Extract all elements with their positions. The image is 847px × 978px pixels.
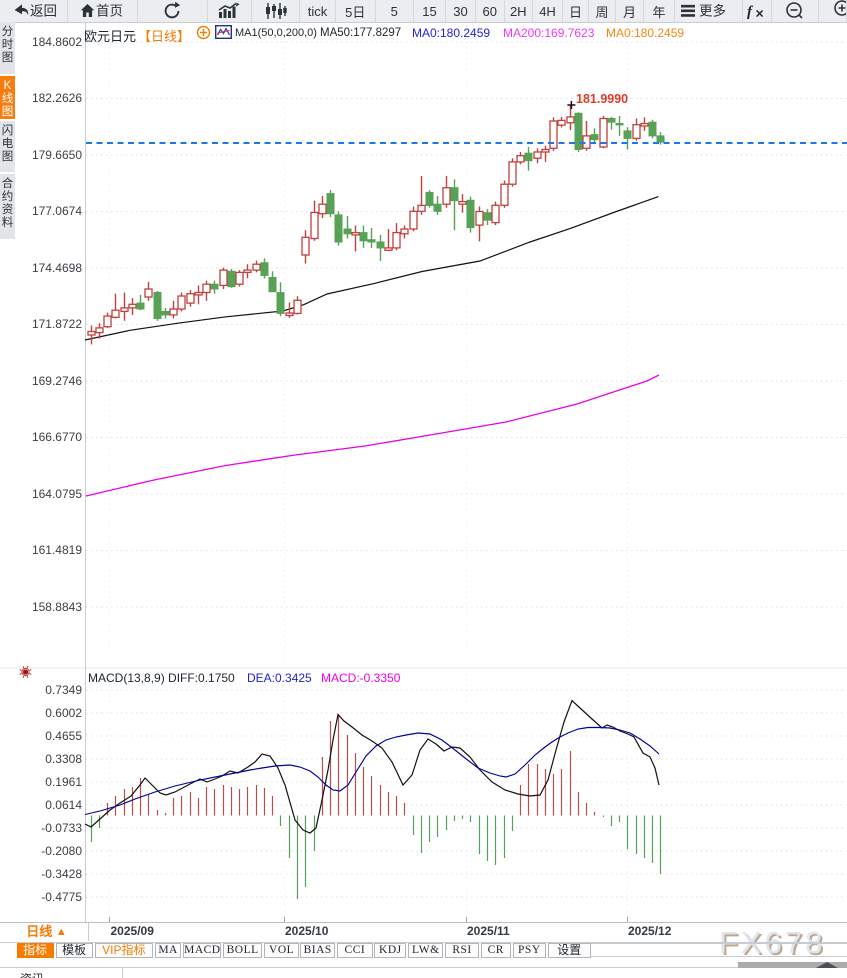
svg-text:✕: ✕ — [755, 9, 764, 21]
svg-text:更多: 更多 — [699, 3, 726, 19]
svg-text:返回: 返回 — [30, 4, 57, 19]
svg-text:f: f — [747, 4, 754, 20]
svg-text:首页: 首页 — [96, 4, 123, 19]
